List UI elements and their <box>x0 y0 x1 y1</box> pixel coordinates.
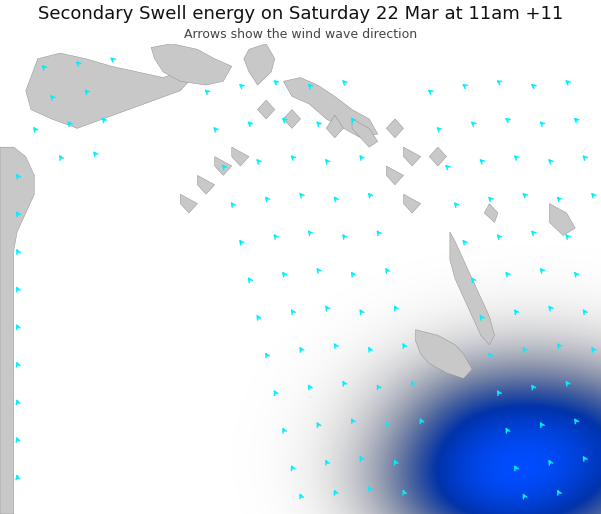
Polygon shape <box>283 109 300 128</box>
Polygon shape <box>386 119 403 138</box>
Polygon shape <box>244 44 275 85</box>
Polygon shape <box>403 147 421 166</box>
Polygon shape <box>26 53 189 128</box>
Polygon shape <box>450 232 495 345</box>
Polygon shape <box>415 329 472 378</box>
Polygon shape <box>484 204 498 223</box>
Polygon shape <box>352 119 378 147</box>
Polygon shape <box>180 194 198 213</box>
Polygon shape <box>429 147 447 166</box>
Text: Secondary Swell energy on Saturday 22 Mar at 11am +11: Secondary Swell energy on Saturday 22 Ma… <box>38 5 563 23</box>
Polygon shape <box>326 115 343 138</box>
Polygon shape <box>0 147 34 514</box>
Polygon shape <box>151 44 232 85</box>
Text: Arrows show the wind wave direction: Arrows show the wind wave direction <box>184 28 417 41</box>
Polygon shape <box>403 194 421 213</box>
Polygon shape <box>215 157 232 175</box>
Polygon shape <box>258 100 275 119</box>
Polygon shape <box>283 78 378 138</box>
Polygon shape <box>232 147 249 166</box>
Polygon shape <box>198 175 215 194</box>
Polygon shape <box>549 204 575 235</box>
Polygon shape <box>386 166 403 185</box>
